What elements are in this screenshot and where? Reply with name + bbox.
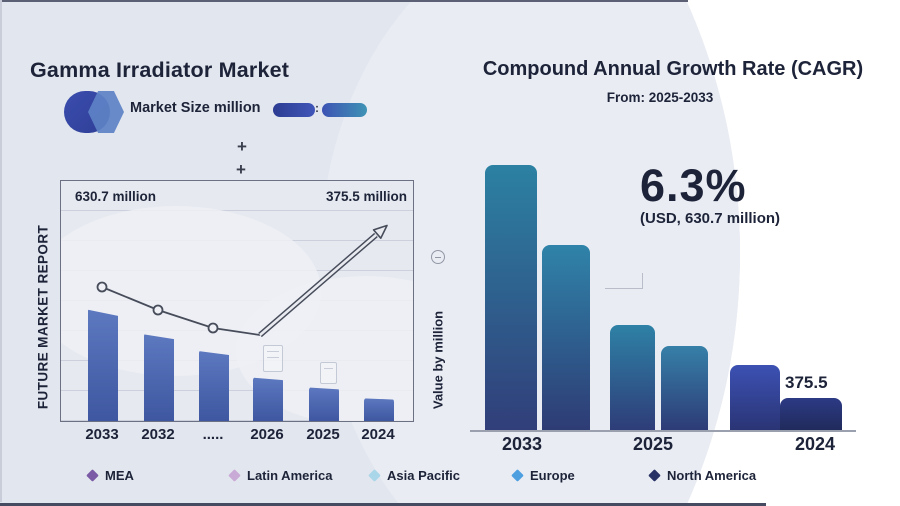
diamond-icon xyxy=(368,469,381,482)
x-tick-label: 2033 xyxy=(501,434,543,454)
cagr-bar-2024-b xyxy=(780,398,842,431)
cylinder-icon xyxy=(64,91,124,133)
right-chart-title: Compound Annual Growth Rate (CAGR) xyxy=(482,58,864,80)
legend-label: Europe xyxy=(530,468,575,483)
left-chart-title: Gamma Irradiator Market xyxy=(30,58,290,82)
pill-separator: : xyxy=(315,101,319,115)
plus-icon: + xyxy=(237,137,247,156)
plus-icon: + xyxy=(236,160,246,179)
diamond-icon xyxy=(86,469,99,482)
x-tick-label: 2025 xyxy=(306,426,340,443)
annotation-max-value: 630.7 million xyxy=(75,189,157,204)
market-size-bar-2026 xyxy=(253,377,283,421)
x-tick-label: 2025 xyxy=(632,434,674,454)
market-size-label: Market Size million xyxy=(130,100,261,116)
legend-label: Latin America xyxy=(247,468,333,483)
market-size-bar-2025 xyxy=(309,387,339,421)
value-by-million-label: Value by million xyxy=(430,310,446,410)
right-chart-plot xyxy=(470,160,860,432)
cagr-bar-2025-b xyxy=(661,346,708,431)
x-tick-label: ..... xyxy=(202,426,224,443)
pill-icon-dark xyxy=(273,103,315,117)
left-chart-plot: 630.7 million 375.5 million xyxy=(60,180,414,422)
x-tick-label: 2026 xyxy=(250,426,284,443)
left-chart-x-labels: 2033 2032..... 2026 2025 2024 xyxy=(60,426,414,448)
cagr-bar-2025-a xyxy=(610,325,655,431)
minus-circle-icon xyxy=(431,250,445,264)
cagr-bar-2033-a xyxy=(485,165,537,431)
frame-left-border xyxy=(0,0,2,502)
diamond-icon xyxy=(648,469,661,482)
x-tick-label: 2033 xyxy=(85,426,119,443)
bar-value-label: 375.5 xyxy=(785,373,828,392)
region-legend: MEA Latin America Asia Pacific Europe North … xyxy=(0,468,900,488)
cagr-bar-2033-b xyxy=(542,245,590,431)
market-size-bar-2032 xyxy=(144,334,174,421)
market-size-bar-..... xyxy=(199,351,229,421)
legend-item-north-america: North America xyxy=(648,468,757,483)
x-tick-label: 2024 xyxy=(361,426,395,443)
legend-item-asia-pacific: Asia Pacific xyxy=(368,468,460,483)
legend-item-mea: MEA xyxy=(86,468,134,483)
frame-top-border xyxy=(0,0,688,2)
legend-item-europe: Europe xyxy=(511,468,575,483)
right-chart-axis-line xyxy=(470,430,856,432)
x-tick-label: 2024 xyxy=(794,434,836,454)
diamond-icon xyxy=(511,469,524,482)
legend-item-latin-america: Latin America xyxy=(228,468,333,483)
legend-label: North America xyxy=(667,468,757,483)
legend-label: MEA xyxy=(105,468,134,483)
right-chart-subtitle: From: 2025-2033 xyxy=(606,90,714,105)
callout-bracket xyxy=(605,273,643,289)
diamond-icon xyxy=(228,469,241,482)
market-size-bar-2033 xyxy=(88,309,118,421)
future-market-report-label: FUTURE MARKET REPORT xyxy=(35,224,51,410)
minus-line xyxy=(435,256,441,258)
pill-icon-teal xyxy=(322,103,367,117)
frame-bottom-border xyxy=(0,503,766,506)
document-icon xyxy=(320,362,337,384)
annotation-min-value: 375.5 million xyxy=(325,189,407,204)
x-tick-label: 2032 xyxy=(141,426,175,443)
right-chart-x-labels: 2033 2025 2024 xyxy=(470,434,860,456)
cagr-bar-2024-a xyxy=(730,365,780,431)
cagr-value: 6.3% xyxy=(640,160,747,211)
document-icon xyxy=(263,345,283,372)
cagr-note: (USD, 630.7 million) xyxy=(640,210,781,227)
market-size-bar-2024 xyxy=(364,398,394,421)
legend-label: Asia Pacific xyxy=(387,468,460,483)
